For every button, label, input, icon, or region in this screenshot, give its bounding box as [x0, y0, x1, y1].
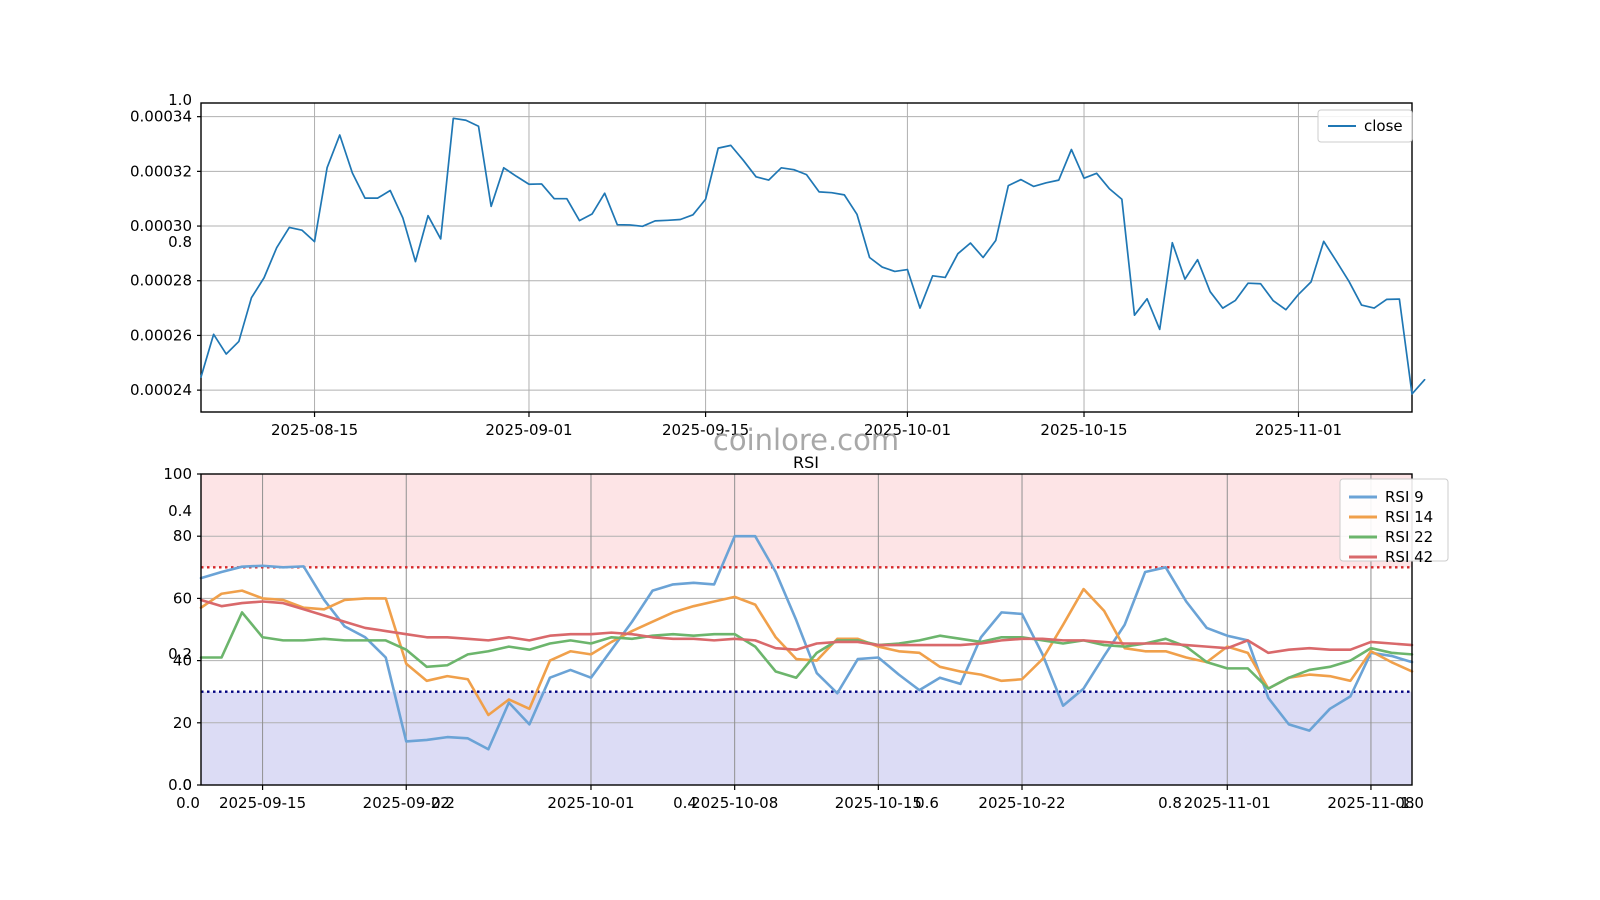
price-x-tick-label: 2025-09-01	[485, 421, 572, 439]
rsi-x-tick-label: 2025-09-22	[363, 794, 450, 812]
rsi-series-line-rsi-42	[199, 598, 1414, 655]
rsi-x-tick-label: 2025-10-15	[835, 794, 922, 812]
rsi-y-tick-label: 100	[163, 465, 192, 483]
rsi-x-tick-label: 2025-11-08	[1327, 794, 1414, 812]
rsi-legend-label-rsi-9: RSI 9	[1385, 488, 1424, 506]
price-y-tick-label: 0.00026	[130, 326, 192, 344]
rsi-y-tick-label-phantom: 0.0	[168, 776, 192, 794]
rsi-overbought-band	[201, 474, 1412, 568]
rsi-oversold-band	[201, 691, 1412, 785]
price-x-tick-label: 2025-08-15	[271, 421, 358, 439]
rsi-series-line-rsi-14	[199, 587, 1414, 717]
rsi-y-tick-label: 0	[182, 776, 192, 794]
rsi-x-tick-label-phantom: 0.8	[1158, 794, 1182, 812]
rsi-x-tick-label: 2025-10-22	[978, 794, 1065, 812]
rsi-legend-label-rsi-22: RSI 22	[1385, 528, 1433, 546]
rsi-x-tick-label: 2025-10-08	[691, 794, 778, 812]
price-chart-panel: 0.00024 0.00026 0.00028 0.00030 0.00032 0.000…	[130, 91, 1426, 439]
price-legend[interactable]: close	[1317, 109, 1413, 143]
price-x-tick-label: 2025-10-15	[1040, 421, 1127, 439]
price-series-line-close	[200, 117, 1426, 395]
rsi-panel-title: RSI	[793, 453, 819, 472]
rsi-legend-label-rsi-42: RSI 42	[1385, 548, 1433, 566]
coinlore-watermark: coinlore.com	[713, 423, 899, 457]
rsi-axes-frame	[200, 473, 1413, 786]
rsi-x-tick-label-phantom: 1.0	[1400, 794, 1424, 812]
price-x-tick-label: 2025-09-15	[662, 421, 749, 439]
rsi-x-tick-label-phantom: 0.0	[176, 794, 200, 812]
rsi-x-tick-label-phantom: 0.4	[673, 794, 697, 812]
rsi-x-tick-label-phantom: 0.6	[915, 794, 939, 812]
rsi-y-tick-label: 80	[173, 527, 192, 545]
rsi-x-tick-label-phantom: 0.2	[431, 794, 455, 812]
price-plot-background	[201, 103, 1412, 412]
price-y-tick-label: 0.00032	[130, 162, 192, 180]
price-y-tick-label-phantom: 0.8	[168, 233, 192, 251]
rsi-chart-panel: 0 20 40 60 80 100 0.0 0.2 0.4 2025-09-15 2025-09-2…	[163, 465, 1449, 812]
rsi-series-line-rsi-22	[199, 611, 1414, 690]
price-y-tick-label: 0.00030	[130, 217, 192, 235]
price-axes-frame	[200, 102, 1413, 413]
price-y-tick-label: 0.00028	[130, 272, 192, 290]
price-legend-label-close: close	[1364, 117, 1403, 135]
price-x-tick-label: 2025-10-01	[864, 421, 951, 439]
rsi-legend-label-rsi-14: RSI 14	[1385, 508, 1433, 526]
price-legend-box	[1317, 109, 1413, 143]
rsi-y-tick-label-phantom: 0.2	[168, 645, 192, 663]
price-y-tick-label: 0.00034	[130, 108, 192, 126]
rsi-legend[interactable]: RSI 9 RSI 14 RSI 22 RSI 42	[1339, 478, 1449, 566]
rsi-x-tick-label: 2025-09-15	[219, 794, 306, 812]
rsi-y-tick-label: 40	[173, 652, 192, 670]
price-y-tick-label: 0.00024	[130, 381, 192, 399]
rsi-y-tick-label-phantom: 0.4	[168, 502, 192, 520]
price-y-tick-label-phantom: 1.0	[168, 91, 192, 109]
price-x-tick-label: 2025-11-01	[1255, 421, 1342, 439]
rsi-x-tick-label: 2025-11-01	[1184, 794, 1271, 812]
rsi-y-tick-label: 60	[173, 589, 192, 607]
rsi-x-tick-label: 2025-10-01	[547, 794, 634, 812]
rsi-legend-box	[1339, 478, 1449, 562]
rsi-y-tick-label: 20	[173, 714, 192, 732]
